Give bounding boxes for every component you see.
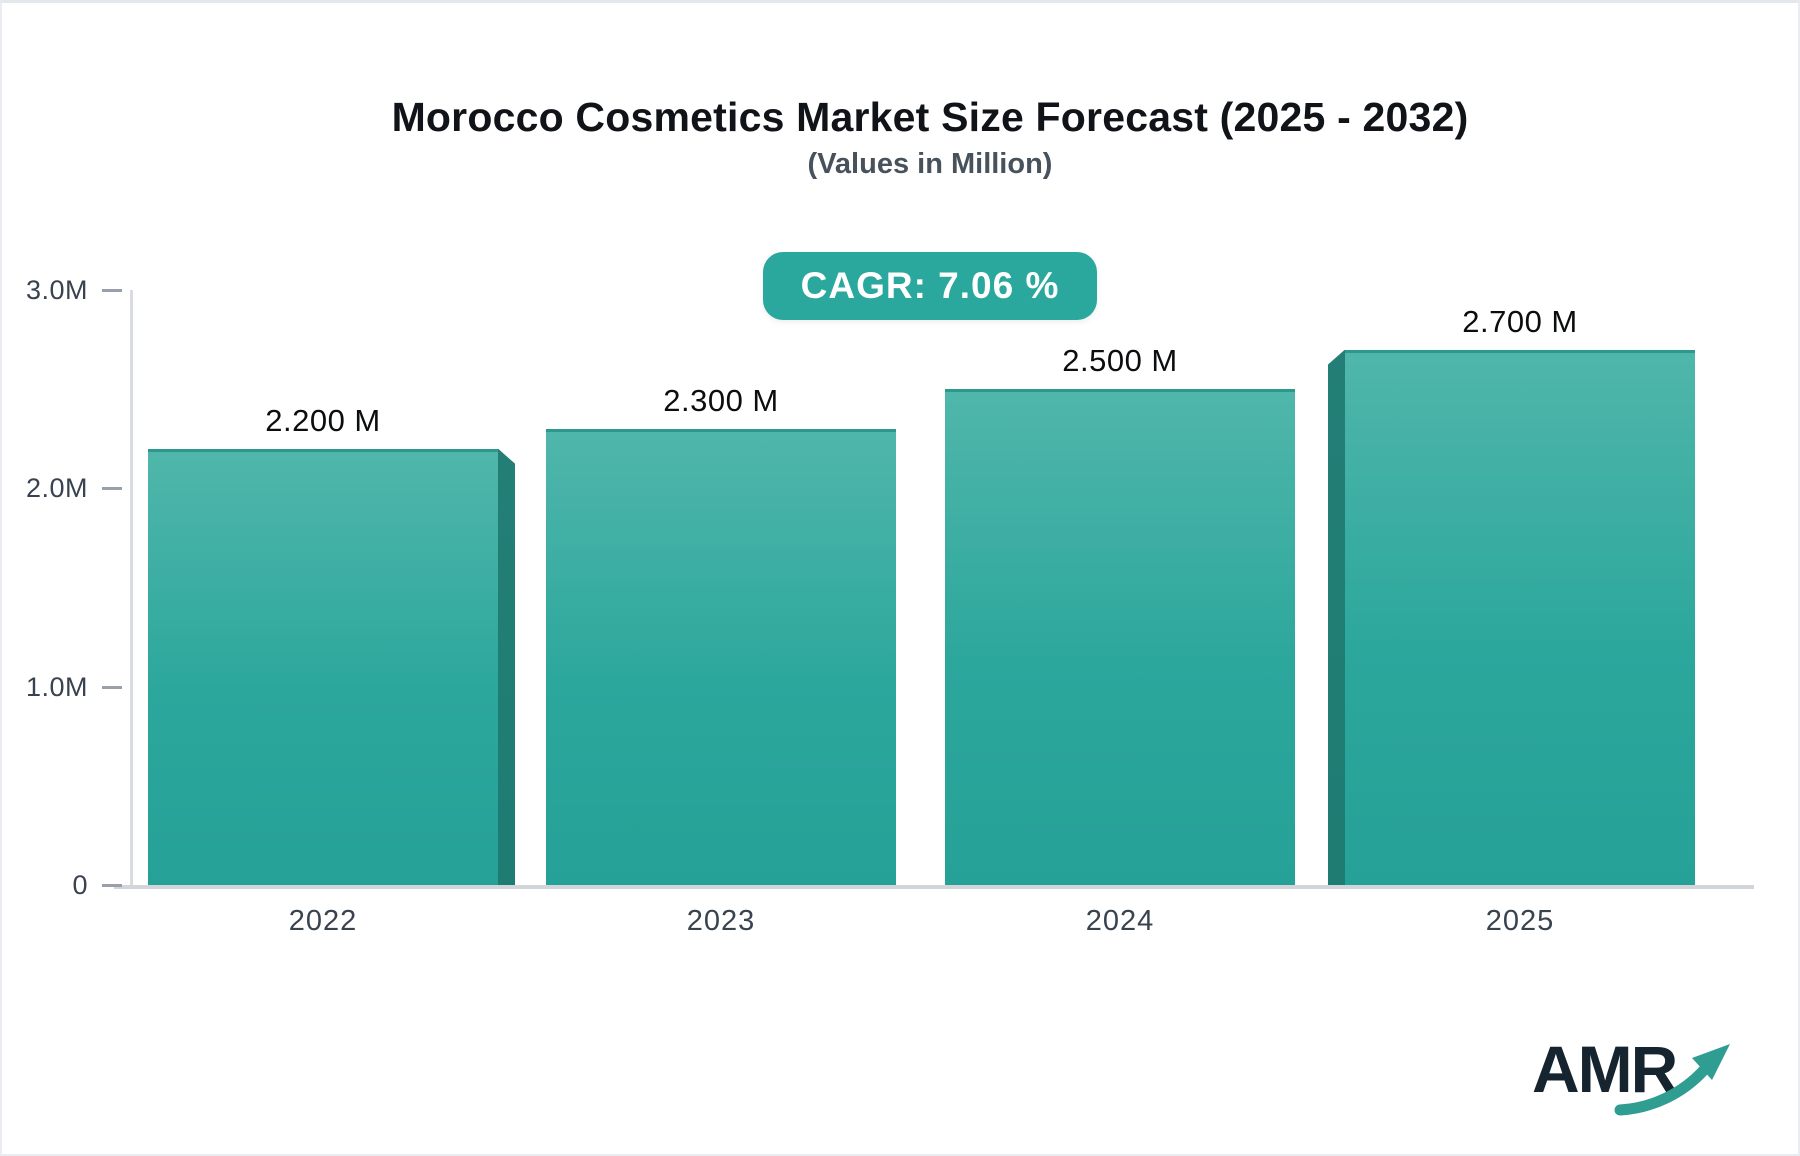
y-tick-dash	[102, 487, 122, 491]
x-tick-label-2025: 2025	[1485, 905, 1555, 937]
bar-rect	[1345, 349, 1695, 885]
bar-value-label: 2.200 M	[265, 402, 381, 438]
amr-logo: AMR	[1532, 1030, 1732, 1120]
trend-up-arrow-icon	[1614, 1044, 1730, 1116]
y-tick-dash	[102, 685, 122, 689]
amr-logo-text: AMR	[1532, 1032, 1678, 1106]
x-tick-label-2022: 2022	[288, 905, 358, 937]
y-tick-label: 2.0M	[25, 473, 88, 504]
cagr-badge-row: CAGR: 7.06 %	[130, 252, 1730, 320]
x-tick-label-2024: 2024	[1085, 905, 1155, 937]
y-tick-label: 1.0M	[25, 671, 88, 702]
y-tick-label: 3.0M	[25, 275, 88, 305]
bar-value-label: 2.500 M	[1062, 343, 1178, 379]
bar-3d-side-face	[1328, 349, 1345, 885]
chart-subtitle: (Values in Million)	[807, 148, 1053, 180]
x-axis-baseline	[114, 885, 1754, 889]
bar-rect	[546, 428, 896, 885]
bar-rect	[945, 389, 1295, 885]
y-tick-dash	[102, 884, 122, 887]
bar-rect	[148, 448, 498, 885]
y-tick-label: 0	[72, 870, 88, 900]
chart-title: Morocco Cosmetics Market Size Forecast (…	[391, 94, 1469, 140]
x-tick-label-2023: 2023	[686, 905, 756, 937]
bar-value-label: 2.700 M	[1462, 303, 1578, 339]
cagr-badge: CAGR: 7.06 %	[762, 252, 1098, 320]
y-tick-dash	[102, 289, 122, 292]
bar-3d-side-face	[498, 448, 515, 885]
bar-value-label: 2.300 M	[663, 382, 779, 418]
y-axis-line	[130, 290, 133, 887]
